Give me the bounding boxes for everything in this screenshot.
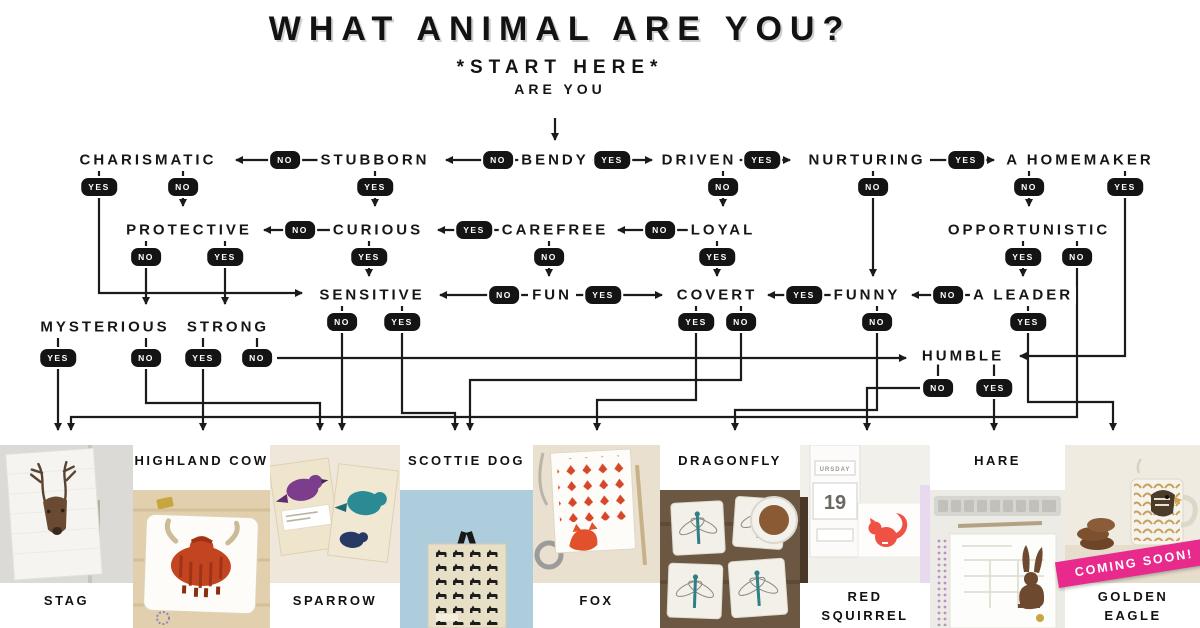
badge-loyal-no: NO	[643, 219, 677, 241]
node-stubborn: STUBBORN	[317, 151, 433, 169]
badge-opportunistic-yes: YES	[1003, 246, 1043, 268]
node-a-homemaker: A HOMEMAKER	[1003, 151, 1157, 169]
result-label-scottie-dog: SCOTTIE DOG	[407, 453, 526, 468]
fox-photo	[533, 445, 660, 583]
page-title: WHAT ANIMAL ARE YOU?	[268, 10, 852, 48]
badge-leader-no: NO	[931, 284, 965, 306]
badge-mysterious-no: NO	[129, 347, 163, 369]
badge-leader-yes: YES	[1008, 311, 1048, 333]
badge-nurturing-yes: YES	[946, 149, 986, 171]
dragonfly-illustration	[660, 496, 800, 620]
badge-homemaker-yes: YES	[1105, 176, 1145, 198]
badge-curious-yes: YES	[349, 246, 389, 268]
badge-driven-no: NO	[706, 176, 740, 198]
node-sensitive: SENSITIVE	[316, 286, 428, 304]
stag-illustration	[5, 445, 103, 583]
red-squirrel-photo: URSDAY 19	[800, 445, 930, 583]
result-label-hare: HARE	[974, 453, 1021, 468]
badge-bendy-yes: YES	[592, 149, 632, 171]
badge-curious-no: NO	[283, 219, 317, 241]
badge-humble-no: NO	[921, 377, 955, 399]
hare-photo	[930, 490, 1065, 628]
node-driven: DRIVEN	[658, 151, 740, 169]
node-bendy: BENDY	[518, 151, 592, 169]
are-you-label: ARE YOU	[514, 81, 606, 97]
node-covert: COVERT	[673, 286, 761, 304]
badge-nurturing-no: NO	[856, 176, 890, 198]
header: WHAT ANIMAL ARE YOU? *START HERE* ARE YO…	[160, 10, 960, 97]
node-loyal: LOYAL	[687, 221, 759, 239]
badge-opportunistic-no: NO	[1060, 246, 1094, 268]
badge-covert-no: NO	[724, 311, 758, 333]
scottie-dog-illustration	[427, 531, 507, 628]
badge-fun-yes: YES	[583, 284, 623, 306]
node-funny: FUNNY	[830, 286, 904, 304]
node-a-leader: A LEADER	[969, 286, 1077, 304]
node-mysterious: MYSTERIOUS	[37, 318, 173, 336]
highland-cow-photo	[133, 490, 270, 628]
badge-carefree-no: NO	[532, 246, 566, 268]
result-label-dragonfly: DRAGONFLY	[678, 453, 782, 468]
node-curious: CURIOUS	[329, 221, 427, 239]
badge-loyal-yes: YES	[697, 246, 737, 268]
badge-stubborn-yes: YES	[355, 176, 395, 198]
result-label-fox: FOX	[579, 593, 614, 608]
badge-protective-yes: YES	[205, 246, 245, 268]
calendar-day: 19	[824, 492, 846, 514]
result-label-golden-eagle: GOLDEN EAGLE	[1097, 589, 1169, 623]
badge-stubborn-no: NO	[268, 149, 302, 171]
hare-illustration	[934, 496, 1061, 628]
badge-charismatic-yes: YES	[79, 176, 119, 198]
badge-fun-no: NO	[487, 284, 521, 306]
badge-sensitive-yes: YES	[382, 311, 422, 333]
result-label-red-squirrel: RED SQUIRREL	[821, 589, 909, 623]
badge-protective-no: NO	[129, 246, 163, 268]
node-opportunistic: OPPORTUNISTIC	[944, 221, 1114, 239]
node-charismatic: CHARISMATIC	[76, 151, 220, 169]
node-strong: STRONG	[183, 318, 273, 336]
sparrow-photo	[270, 445, 400, 583]
badge-sensitive-no: NO	[325, 311, 359, 333]
node-protective: PROTECTIVE	[123, 221, 255, 239]
badge-funny-no: NO	[860, 311, 894, 333]
node-humble: HUMBLE	[918, 347, 1008, 365]
red-squirrel-illustration: URSDAY 19	[800, 445, 930, 583]
badge-humble-yes: YES	[974, 377, 1014, 399]
badge-bendy-no: NO	[481, 149, 515, 171]
badge-homemaker-no: NO	[1012, 176, 1046, 198]
node-nurturing: NURTURING	[805, 151, 929, 169]
highland-cow-illustration	[133, 496, 270, 625]
dragonfly-photo	[660, 490, 800, 628]
start-here-label: *START HERE*	[456, 57, 664, 78]
badge-strong-no: NO	[240, 347, 274, 369]
scottie-dog-photo	[400, 490, 533, 628]
fox-illustration	[534, 448, 647, 570]
calendar-weekday: URSDAY	[820, 467, 851, 473]
badge-funny-yes: YES	[784, 284, 824, 306]
stag-photo	[0, 445, 133, 583]
node-carefree: CAREFREE	[498, 221, 612, 239]
badge-driven-yes: YES	[742, 149, 782, 171]
result-label-stag: STAG	[43, 593, 90, 608]
node-fun: FUN	[529, 286, 575, 304]
result-label-highland-cow: HIGHLAND COW	[134, 453, 269, 468]
badge-mysterious-yes: YES	[38, 347, 78, 369]
sparrow-illustration	[270, 457, 399, 563]
badge-charismatic-no: NO	[166, 176, 200, 198]
badge-strong-yes: YES	[183, 347, 223, 369]
badge-carefree-yes: YES	[454, 219, 494, 241]
badge-covert-yes: YES	[676, 311, 716, 333]
result-label-sparrow: SPARROW	[292, 593, 378, 608]
